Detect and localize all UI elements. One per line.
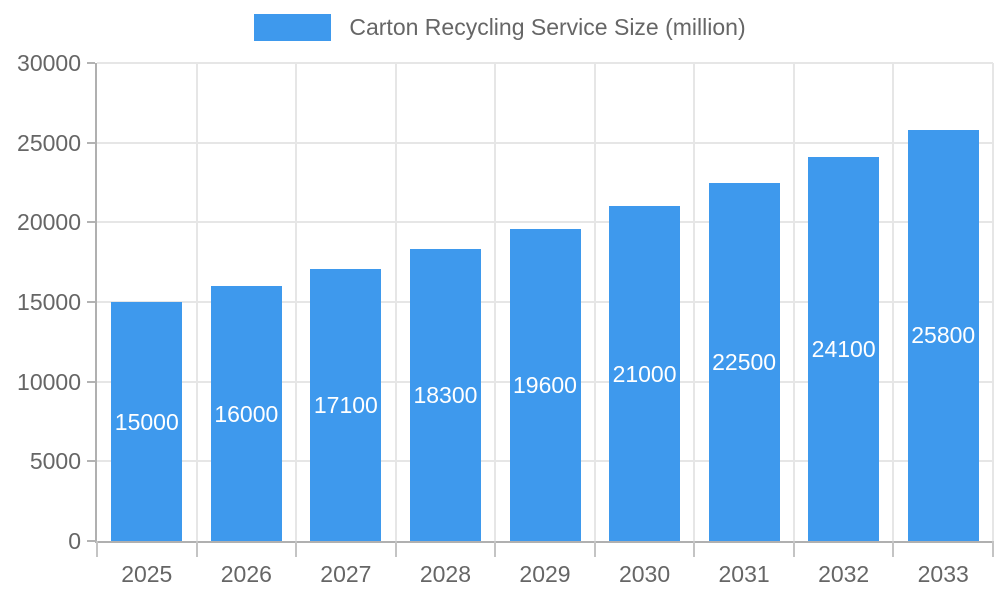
bar-value-label: 15000 — [114, 408, 179, 435]
v-gridline — [892, 63, 895, 541]
bar: 16000 — [210, 286, 282, 541]
bar-value-label: 24100 — [811, 336, 876, 362]
y-axis-tick — [87, 301, 95, 303]
y-axis-tick — [87, 460, 95, 463]
y-axis-tick-label: 5000 — [29, 448, 81, 475]
y-axis-tick-label: 30000 — [17, 50, 81, 76]
y-axis-tick — [87, 540, 95, 542]
x-axis-tick — [693, 541, 696, 557]
x-axis-tick-label: 2031 — [718, 561, 770, 587]
legend-label: Carton Recycling Service Size (million) — [349, 14, 746, 40]
x-axis-tick-label: 2029 — [519, 561, 571, 587]
x-axis-tick-label: 2028 — [419, 561, 472, 587]
x-axis-tick-label: 2027 — [320, 561, 372, 587]
y-axis-tick-label: 10000 — [17, 368, 81, 395]
v-gridline — [394, 63, 397, 541]
chart-legend: Carton Recycling Service Size (million) — [0, 14, 1000, 41]
v-gridline — [295, 63, 298, 541]
x-axis-tick — [892, 541, 895, 557]
bar: 18300 — [409, 249, 481, 541]
bar-value-label: 16000 — [214, 400, 279, 427]
bar: 19600 — [509, 228, 581, 541]
bar-value-label: 17100 — [313, 391, 378, 418]
y-axis-tick — [87, 141, 95, 144]
bar: 15000 — [111, 302, 183, 541]
y-axis-tick — [87, 62, 95, 64]
bar: 17100 — [310, 268, 382, 541]
bar-value-label: 19600 — [513, 371, 577, 398]
x-axis-tick — [494, 541, 497, 557]
legend-item[interactable]: Carton Recycling Service Size (million) — [254, 14, 746, 41]
y-axis-tick-label: 0 — [68, 528, 81, 554]
v-gridline — [992, 63, 994, 541]
legend-color-swatch — [254, 14, 332, 41]
x-axis-tick — [195, 541, 198, 557]
y-axis-tick — [87, 221, 95, 224]
bar-value-label: 22500 — [712, 348, 777, 375]
v-gridline — [494, 63, 497, 541]
x-axis-tick — [394, 541, 397, 557]
y-axis-tick — [87, 380, 95, 383]
y-axis-line — [95, 63, 97, 541]
v-gridline — [593, 63, 596, 541]
bar-value-label: 18300 — [413, 382, 478, 409]
x-axis-tick-label: 2025 — [121, 561, 173, 587]
x-axis-tick — [792, 541, 795, 557]
bar: 22500 — [708, 182, 780, 541]
v-gridline — [693, 63, 696, 541]
h-gridline — [97, 62, 993, 64]
h-gridline — [97, 221, 993, 224]
x-axis-tick-label: 2032 — [818, 561, 870, 587]
x-axis-tick — [295, 541, 298, 557]
h-gridline — [97, 141, 993, 144]
x-axis-tick-label: 2026 — [220, 561, 272, 587]
x-axis-tick — [992, 541, 994, 557]
bar: 25800 — [907, 129, 979, 541]
y-axis-tick-label: 20000 — [17, 209, 81, 236]
x-axis-tick-label: 2030 — [618, 561, 671, 587]
v-gridline — [792, 63, 795, 541]
x-axis-tick-label: 2033 — [917, 561, 969, 587]
bar-value-label: 25800 — [911, 322, 976, 349]
plot-area: 15000 16000 17100 18300 19600 21000 22500 24100… — [95, 62, 994, 543]
bar: 24100 — [808, 157, 880, 541]
x-axis-tick — [593, 541, 596, 557]
bar-value-label: 21000 — [612, 360, 677, 387]
bar: 21000 — [609, 206, 681, 541]
y-axis-tick-label: 25000 — [17, 129, 81, 156]
v-gridline — [195, 63, 198, 541]
x-axis-tick — [96, 541, 98, 557]
x-axis-line — [95, 541, 993, 543]
y-axis-tick-label: 15000 — [17, 289, 81, 315]
